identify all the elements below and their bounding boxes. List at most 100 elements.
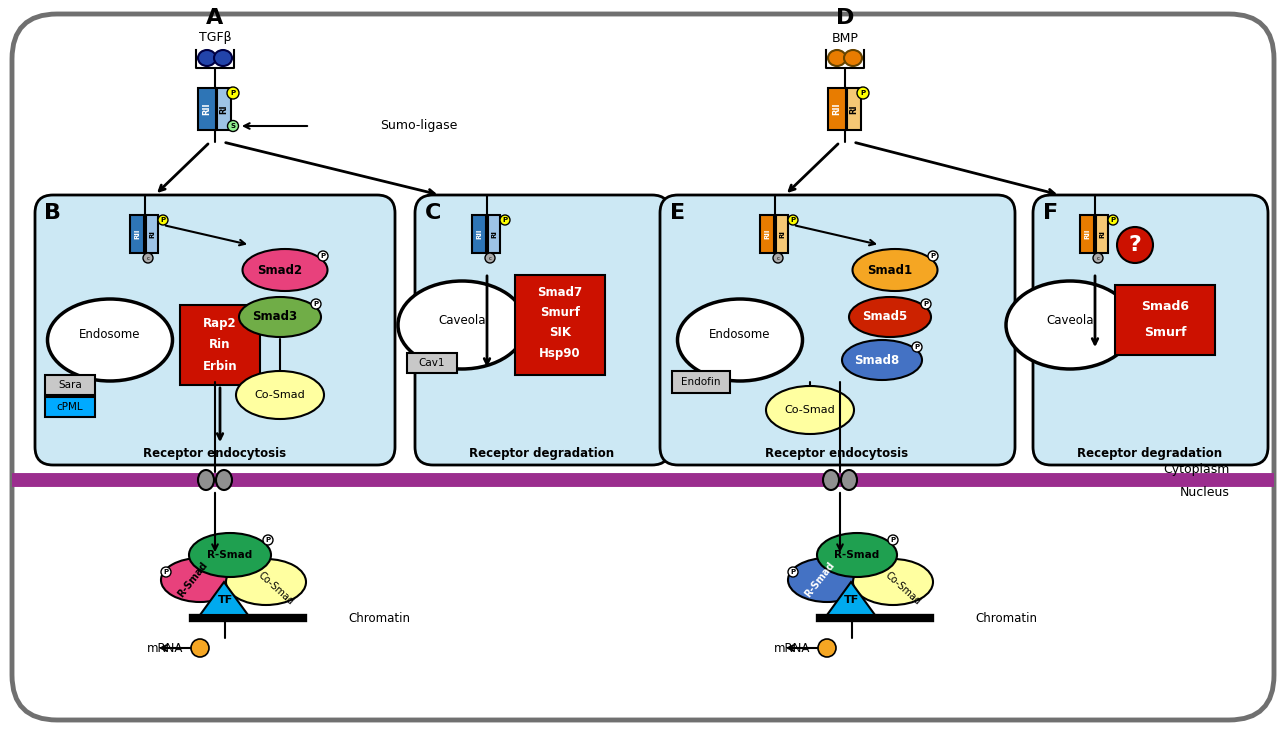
Text: P: P — [161, 217, 166, 223]
Text: R-Smad: R-Smad — [835, 550, 880, 560]
Text: R-Smad: R-Smad — [207, 550, 252, 560]
Text: mRNA: mRNA — [147, 642, 183, 654]
Text: RII: RII — [764, 229, 770, 239]
Ellipse shape — [239, 297, 322, 337]
FancyBboxPatch shape — [35, 195, 395, 465]
Text: Nucleus: Nucleus — [1181, 486, 1229, 498]
Ellipse shape — [921, 299, 931, 309]
Text: Endofin: Endofin — [682, 377, 720, 387]
Bar — [406, 353, 457, 373]
Text: P: P — [230, 90, 235, 96]
Ellipse shape — [192, 639, 210, 657]
Text: ?: ? — [1129, 235, 1142, 255]
Text: cPML: cPML — [57, 402, 84, 412]
Ellipse shape — [213, 50, 231, 66]
Bar — [472, 215, 486, 253]
Ellipse shape — [788, 567, 799, 577]
Text: Caveola: Caveola — [439, 314, 486, 327]
Text: TF: TF — [845, 595, 859, 605]
Text: P: P — [314, 301, 319, 307]
Ellipse shape — [823, 470, 838, 490]
Text: P: P — [923, 301, 928, 307]
Text: F: F — [1043, 203, 1058, 223]
Text: P: P — [791, 217, 796, 223]
Text: Smad8: Smad8 — [854, 353, 900, 367]
Text: Smad1: Smad1 — [868, 263, 913, 277]
FancyBboxPatch shape — [415, 195, 670, 465]
Ellipse shape — [912, 342, 922, 352]
Bar — [1080, 215, 1094, 253]
Bar — [775, 215, 788, 253]
Text: Co-Smad: Co-Smad — [784, 405, 836, 415]
Text: Caveola: Caveola — [1047, 314, 1094, 327]
Text: RI: RI — [220, 105, 229, 114]
Ellipse shape — [198, 470, 213, 490]
Bar — [487, 215, 500, 253]
Ellipse shape — [678, 299, 802, 381]
Text: RI: RI — [491, 230, 496, 238]
FancyBboxPatch shape — [660, 195, 1015, 465]
Ellipse shape — [318, 251, 328, 261]
Text: P: P — [1110, 217, 1115, 223]
Text: P: P — [265, 537, 270, 543]
Text: P: P — [320, 253, 325, 259]
Ellipse shape — [1006, 281, 1134, 369]
Text: P: P — [890, 537, 895, 543]
Ellipse shape — [158, 215, 168, 225]
Bar — [217, 88, 231, 130]
Text: Receptor endocytosis: Receptor endocytosis — [765, 447, 909, 459]
Text: TF: TF — [217, 595, 233, 605]
Text: BMP: BMP — [832, 32, 859, 44]
Text: Erbin: Erbin — [203, 361, 238, 373]
Ellipse shape — [1093, 253, 1103, 263]
Text: Co-Smad: Co-Smad — [883, 570, 922, 606]
Text: RI: RI — [850, 105, 859, 114]
Text: mRNA: mRNA — [774, 642, 810, 654]
Bar — [45, 397, 95, 417]
Ellipse shape — [228, 121, 238, 132]
Ellipse shape — [1118, 227, 1154, 263]
Ellipse shape — [856, 87, 869, 99]
Text: P: P — [931, 253, 935, 259]
Text: P: P — [914, 344, 919, 350]
Ellipse shape — [841, 470, 856, 490]
Text: Smad2: Smad2 — [257, 263, 302, 277]
Ellipse shape — [788, 215, 799, 225]
Ellipse shape — [264, 535, 273, 545]
Text: Hsp90: Hsp90 — [539, 347, 581, 359]
Text: SIK: SIK — [549, 327, 571, 339]
Text: S: S — [230, 123, 235, 129]
Text: Receptor endocytosis: Receptor endocytosis — [144, 447, 287, 459]
Polygon shape — [201, 582, 248, 615]
Text: Smad3: Smad3 — [252, 311, 297, 324]
Text: Endosome: Endosome — [710, 328, 770, 342]
Text: B: B — [45, 203, 62, 223]
Text: Sara: Sara — [58, 380, 82, 390]
Text: P: P — [791, 569, 796, 575]
Ellipse shape — [198, 50, 216, 66]
Text: Smurf: Smurf — [1143, 325, 1186, 339]
Ellipse shape — [828, 50, 846, 66]
Bar — [1115, 285, 1215, 355]
Bar — [847, 88, 862, 130]
Ellipse shape — [143, 253, 153, 263]
Ellipse shape — [485, 253, 495, 263]
Text: RII: RII — [476, 229, 482, 239]
FancyBboxPatch shape — [12, 14, 1274, 720]
Text: RII: RII — [1084, 229, 1091, 239]
Ellipse shape — [928, 251, 937, 261]
Ellipse shape — [311, 299, 322, 309]
Text: P: P — [860, 90, 865, 96]
Bar — [514, 275, 604, 375]
Ellipse shape — [226, 559, 306, 605]
Text: Rin: Rin — [210, 339, 230, 352]
Text: Smad5: Smad5 — [863, 311, 908, 324]
Ellipse shape — [788, 558, 865, 602]
Ellipse shape — [1109, 215, 1118, 225]
Bar — [1096, 215, 1109, 253]
Bar — [198, 88, 216, 130]
Ellipse shape — [818, 639, 836, 657]
Bar — [180, 305, 260, 385]
Text: Smad6: Smad6 — [1141, 300, 1190, 314]
Text: Receptor degradation: Receptor degradation — [469, 447, 615, 459]
